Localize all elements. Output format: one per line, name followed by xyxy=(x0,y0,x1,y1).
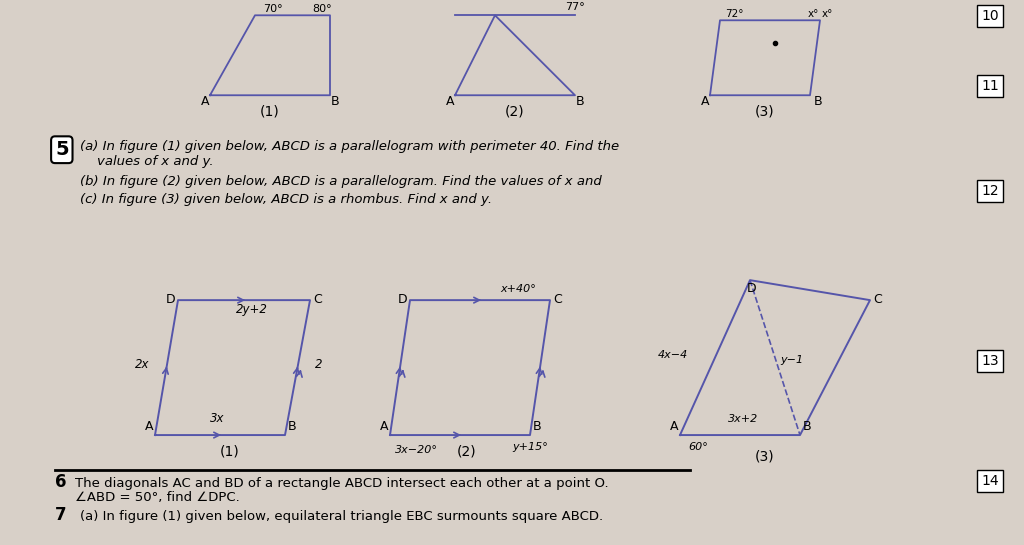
Text: (b) In figure (2) given below, ABCD is a parallelogram. Find the values of x and: (b) In figure (2) given below, ABCD is a… xyxy=(80,175,602,188)
Text: B: B xyxy=(331,95,339,108)
Text: B: B xyxy=(534,420,542,433)
Text: 4x−4: 4x−4 xyxy=(658,349,688,360)
Text: A: A xyxy=(700,95,710,108)
Text: (3): (3) xyxy=(755,449,775,463)
Text: A: A xyxy=(145,420,154,433)
Text: y+15°: y+15° xyxy=(512,442,548,452)
Text: A: A xyxy=(201,95,209,108)
Text: (1): (1) xyxy=(220,444,240,458)
Text: x+40°: x+40° xyxy=(500,284,536,294)
Text: 2y+2: 2y+2 xyxy=(236,303,268,316)
Text: B: B xyxy=(814,95,822,108)
Text: 2: 2 xyxy=(315,358,323,371)
Text: (1): (1) xyxy=(260,104,280,118)
Text: (a) In figure (1) given below, equilateral triangle EBC surmounts square ABCD.: (a) In figure (1) given below, equilater… xyxy=(80,510,603,523)
Text: C: C xyxy=(313,293,322,306)
Text: (a) In figure (1) given below, ABCD is a parallelogram with perimeter 40. Find t: (a) In figure (1) given below, ABCD is a… xyxy=(80,140,620,153)
Text: 80°: 80° xyxy=(312,4,332,14)
Text: D: D xyxy=(398,293,408,306)
Text: 12: 12 xyxy=(981,184,998,198)
Text: A: A xyxy=(380,420,388,433)
Text: x°: x° xyxy=(808,9,819,19)
Text: 11: 11 xyxy=(981,79,998,93)
Text: (2): (2) xyxy=(457,444,477,458)
Text: 7: 7 xyxy=(55,506,67,524)
Text: The diagonals AC and BD of a rectangle ABCD intersect each other at a point O.: The diagonals AC and BD of a rectangle A… xyxy=(75,477,608,490)
Text: 3x−20°: 3x−20° xyxy=(395,445,438,455)
Text: 70°: 70° xyxy=(263,4,283,14)
Text: C: C xyxy=(873,293,882,306)
Text: (3): (3) xyxy=(755,104,775,118)
Text: x°: x° xyxy=(822,9,834,19)
Text: y−1: y−1 xyxy=(780,355,803,365)
Text: 6: 6 xyxy=(55,473,67,491)
Text: ∠ABD = 50°, find ∠DPC.: ∠ABD = 50°, find ∠DPC. xyxy=(75,491,240,504)
Text: B: B xyxy=(575,95,585,108)
Text: D: D xyxy=(166,293,176,306)
Text: A: A xyxy=(445,95,455,108)
Text: D: D xyxy=(746,282,757,295)
Text: 2x: 2x xyxy=(135,358,150,371)
Text: 14: 14 xyxy=(981,474,998,488)
Text: 10: 10 xyxy=(981,9,998,23)
Text: (2): (2) xyxy=(505,104,525,118)
Text: B: B xyxy=(288,420,297,433)
Text: 13: 13 xyxy=(981,354,998,368)
Text: 3x: 3x xyxy=(210,412,224,425)
Text: 72°: 72° xyxy=(725,9,743,19)
Text: B: B xyxy=(803,420,812,433)
Text: 5: 5 xyxy=(55,140,69,159)
Text: C: C xyxy=(553,293,562,306)
Text: A: A xyxy=(670,420,679,433)
Text: values of x and y.: values of x and y. xyxy=(97,155,214,168)
Text: (c) In figure (3) given below, ABCD is a rhombus. Find x and y.: (c) In figure (3) given below, ABCD is a… xyxy=(80,193,493,206)
Text: 3x+2: 3x+2 xyxy=(728,414,758,424)
Text: 60°: 60° xyxy=(688,442,708,452)
Text: 77°: 77° xyxy=(565,2,585,13)
